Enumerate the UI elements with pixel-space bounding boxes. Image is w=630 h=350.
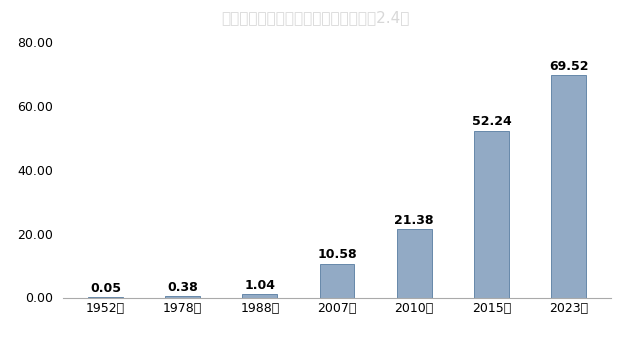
Text: 52.24: 52.24 bbox=[472, 116, 512, 128]
Text: 1.04: 1.04 bbox=[244, 279, 275, 292]
Bar bbox=[474, 131, 509, 298]
Bar bbox=[319, 264, 355, 298]
Text: 69.52: 69.52 bbox=[549, 60, 588, 73]
Text: 0.38: 0.38 bbox=[168, 281, 198, 294]
Bar bbox=[243, 294, 277, 297]
Text: 10.58: 10.58 bbox=[318, 248, 357, 261]
Bar bbox=[551, 76, 586, 298]
Text: 教育部：我國接受低等教育的生齒抵達2.4億: 教育部：我國接受低等教育的生齒抵達2.4億 bbox=[220, 10, 410, 26]
Text: 0.05: 0.05 bbox=[90, 282, 121, 295]
Bar bbox=[165, 296, 200, 298]
Bar bbox=[397, 229, 432, 298]
Text: 21.38: 21.38 bbox=[394, 214, 434, 227]
